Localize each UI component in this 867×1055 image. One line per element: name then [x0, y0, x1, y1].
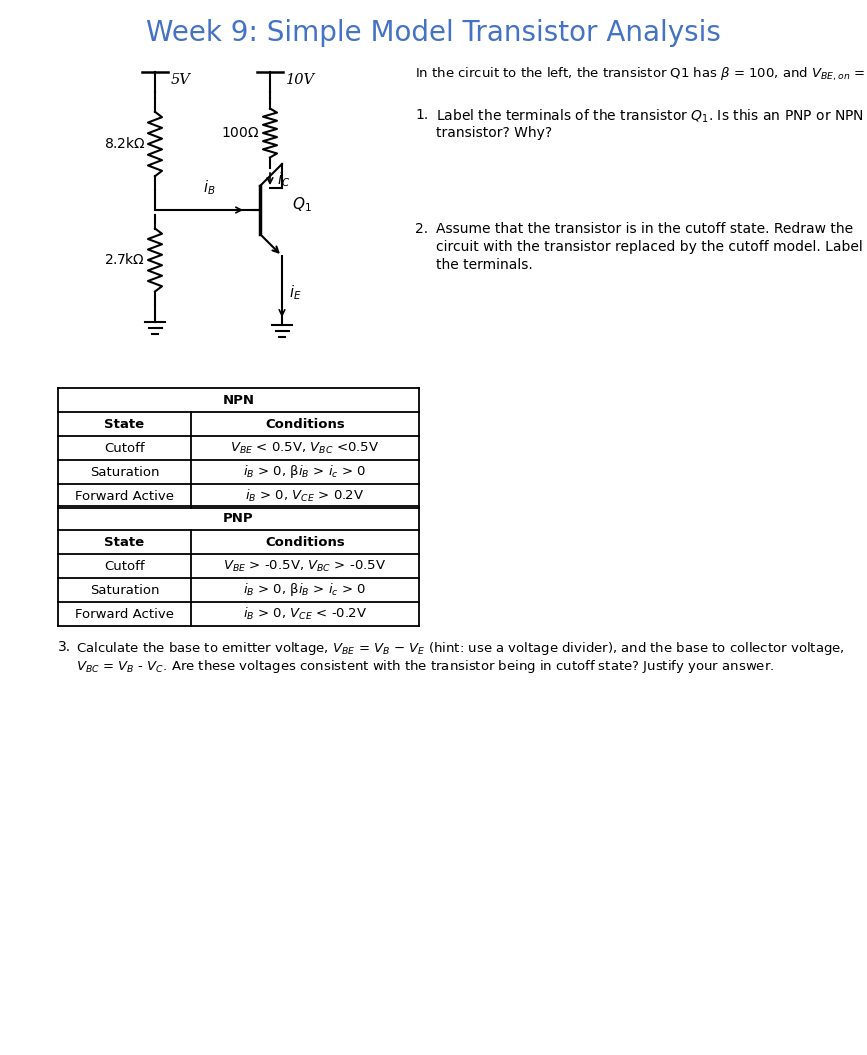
Text: $i_B$ > 0, $V_{CE}$ < -0.2V: $i_B$ > 0, $V_{CE}$ < -0.2V	[243, 606, 367, 622]
Text: 1.: 1.	[415, 108, 428, 122]
Text: $V_{BE}$ < 0.5V, $V_{BC}$ <0.5V: $V_{BE}$ < 0.5V, $V_{BC}$ <0.5V	[231, 440, 380, 456]
Text: $i_C$: $i_C$	[277, 171, 290, 189]
Text: Forward Active: Forward Active	[75, 608, 174, 620]
Text: 3.: 3.	[58, 640, 71, 654]
Text: Conditions: Conditions	[265, 418, 345, 430]
Text: 5V: 5V	[171, 73, 191, 87]
Text: 100$\Omega$: 100$\Omega$	[221, 126, 260, 140]
Text: $i_B$ > 0, β$i_B$ > $i_c$ > 0: $i_B$ > 0, β$i_B$ > $i_c$ > 0	[244, 581, 367, 598]
Text: 2.7k$\Omega$: 2.7k$\Omega$	[104, 252, 145, 268]
Text: 10V: 10V	[286, 73, 315, 87]
Text: circuit with the transistor replaced by the cutoff model. Label: circuit with the transistor replaced by …	[436, 239, 863, 254]
Text: State: State	[104, 536, 145, 549]
Text: transistor? Why?: transistor? Why?	[436, 126, 552, 140]
Text: $i_B$: $i_B$	[203, 178, 216, 197]
Text: State: State	[104, 418, 145, 430]
Text: Saturation: Saturation	[90, 465, 160, 479]
Text: Saturation: Saturation	[90, 583, 160, 596]
Text: the terminals.: the terminals.	[436, 258, 532, 272]
Text: 8.2k$\Omega$: 8.2k$\Omega$	[103, 136, 145, 152]
Text: Calculate the base to emitter voltage, $V_{BE}$ = $V_B$ $-$ $V_E$ (hint: use a v: Calculate the base to emitter voltage, $…	[76, 640, 844, 657]
Text: $i_B$ > 0, $V_{CE}$ > 0.2V: $i_B$ > 0, $V_{CE}$ > 0.2V	[245, 488, 365, 504]
Text: Conditions: Conditions	[265, 536, 345, 549]
Text: $V_{BC}$ = $V_B$ - $V_C$. Are these voltages consistent with the transistor bein: $V_{BC}$ = $V_B$ - $V_C$. Are these volt…	[76, 658, 774, 675]
Text: Assume that the transistor is in the cutoff state. Redraw the: Assume that the transistor is in the cut…	[436, 222, 853, 236]
Text: Label the terminals of the transistor $Q_1$. Is this an PNP or NPN: Label the terminals of the transistor $Q…	[436, 108, 864, 126]
Text: $i_E$: $i_E$	[289, 284, 302, 303]
Text: Forward Active: Forward Active	[75, 490, 174, 502]
Text: In the circuit to the left, the transistor Q1 has $\beta$ = 100, and $V_{BE,on}$: In the circuit to the left, the transist…	[415, 65, 867, 82]
Text: Cutoff: Cutoff	[104, 559, 145, 573]
Text: Week 9: Simple Model Transistor Analysis: Week 9: Simple Model Transistor Analysis	[146, 19, 720, 47]
Text: NPN: NPN	[223, 394, 255, 406]
Text: 2.: 2.	[415, 222, 428, 236]
Text: $V_{BE}$ > -0.5V, $V_{BC}$ > -0.5V: $V_{BE}$ > -0.5V, $V_{BC}$ > -0.5V	[224, 558, 387, 574]
Text: Cutoff: Cutoff	[104, 441, 145, 455]
Text: PNP: PNP	[223, 512, 254, 524]
Text: $i_B$ > 0, β$i_B$ > $i_c$ > 0: $i_B$ > 0, β$i_B$ > $i_c$ > 0	[244, 463, 367, 480]
Text: $Q_1$: $Q_1$	[292, 195, 312, 214]
